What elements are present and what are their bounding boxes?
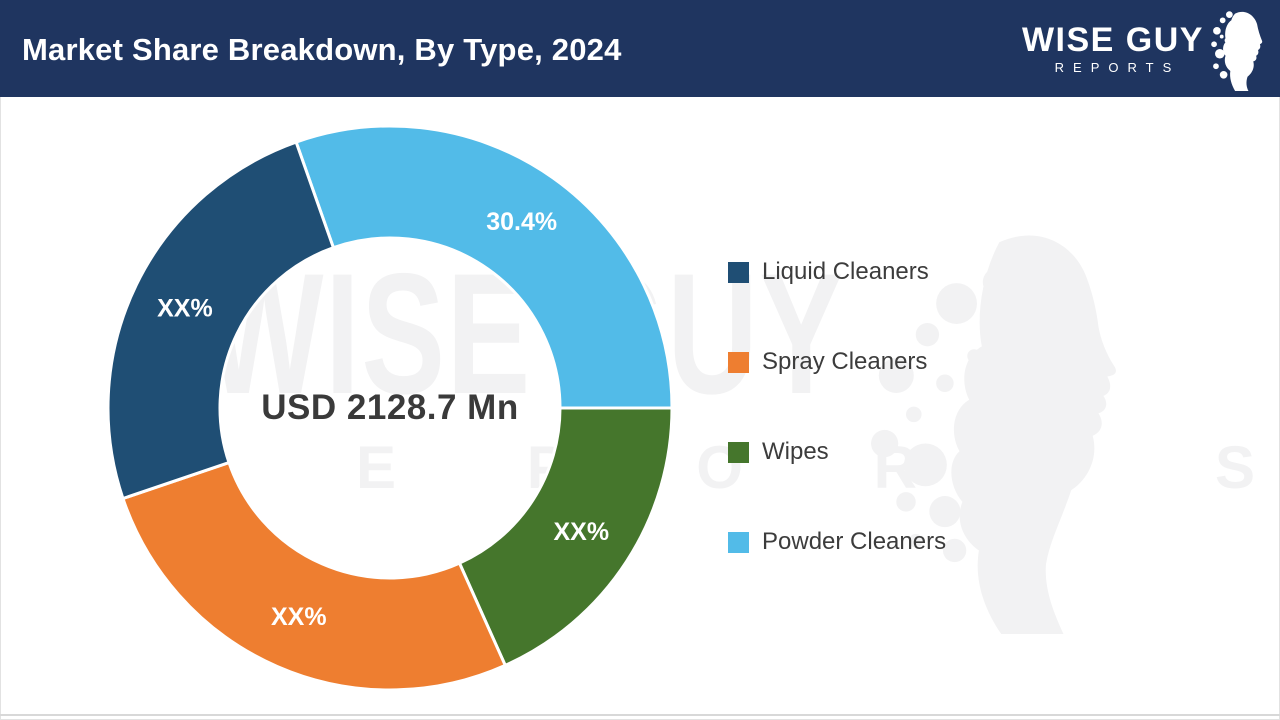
- brand-logo-text: WISE GUY REPORTS: [1021, 20, 1204, 76]
- donut-segment-powder-cleaners[interactable]: [294, 124, 674, 410]
- brand-logo: WISE GUY REPORTS: [1022, 4, 1266, 94]
- legend: Liquid Cleaners Spray Cleaners Wipes Pow…: [728, 260, 946, 554]
- bottom-divider: [0, 714, 1280, 716]
- brand-name: WISE GUY: [1021, 20, 1204, 59]
- brand-face-icon: [1211, 11, 1263, 92]
- legend-swatch-icon: [728, 351, 749, 373]
- legend-swatch-icon: [728, 531, 749, 553]
- chart-center-value: USD 2128.7 Mn: [261, 388, 519, 427]
- page-title: Market Share Breakdown, By Type, 2024: [22, 32, 622, 67]
- legend-item-spray-cleaners[interactable]: Spray Cleaners: [728, 350, 946, 374]
- segment-value-label: XX%: [271, 603, 327, 631]
- header: Market Share Breakdown, By Type, 2024 WI…: [0, 0, 1280, 97]
- segment-value-label: XX%: [157, 294, 213, 322]
- legend-item-powder-cleaners[interactable]: Powder Cleaners: [728, 530, 946, 554]
- legend-label: Spray Cleaners: [762, 348, 928, 375]
- segment-value-label: 30.4%: [486, 208, 557, 236]
- donut-segment-liquid-cleaners[interactable]: [106, 140, 335, 501]
- donut-chart: 30.4% XX% XX% XX%: [100, 118, 680, 698]
- segment-value-label: XX%: [554, 518, 610, 546]
- legend-label: Wipes: [762, 438, 829, 465]
- legend-label: Liquid Cleaners: [762, 258, 929, 285]
- legend-item-liquid-cleaners[interactable]: Liquid Cleaners: [728, 260, 946, 284]
- legend-swatch-icon: [728, 441, 749, 463]
- legend-label: Powder Cleaners: [762, 528, 947, 555]
- legend-swatch-icon: [728, 261, 749, 283]
- donut-segment-wipes[interactable]: [457, 406, 674, 667]
- watermark-face-icon: [871, 235, 1116, 635]
- donut-chart-svg: 30.4% XX% XX% XX%: [106, 124, 674, 692]
- legend-item-wipes[interactable]: Wipes: [728, 440, 946, 464]
- brand-subname: REPORTS: [1054, 60, 1181, 76]
- donut-segment-spray-cleaners[interactable]: [121, 461, 507, 692]
